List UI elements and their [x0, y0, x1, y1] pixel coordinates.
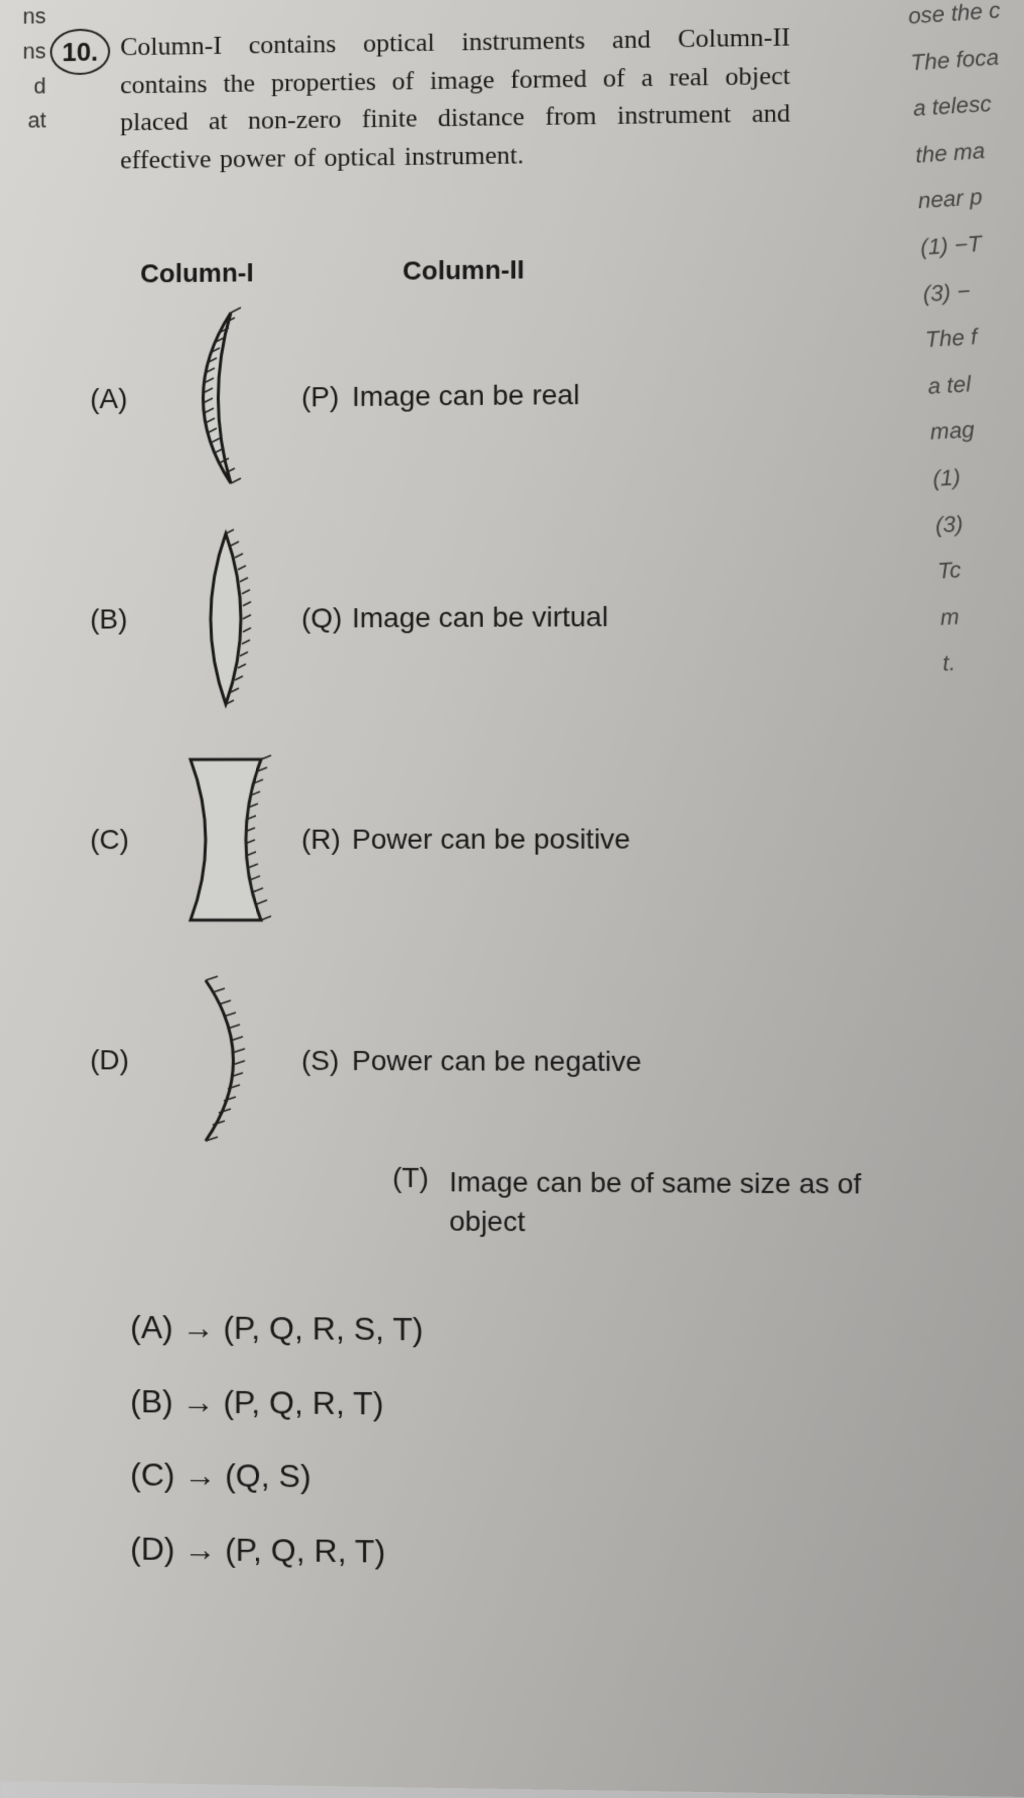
textbook-page: ns ns d at 10. Column-I contains optical…: [0, 0, 1024, 1797]
row-b: (B): [90, 515, 821, 720]
facing-page-fragments: ose the c The foca a telesc the ma near …: [896, 0, 1024, 802]
match-rows: (A): [90, 292, 821, 1185]
frag: a tel: [916, 357, 1024, 407]
frag: Tc: [926, 542, 1024, 592]
frag: (1) −T: [909, 218, 1024, 269]
frag: the ma: [904, 125, 1024, 176]
answer-c: (C) → (Q, S): [130, 1438, 423, 1515]
row-c-label: (C): [90, 824, 150, 856]
row-t: (T) Image can be of same size as of obje…: [392, 1162, 903, 1244]
margin-frag: d: [0, 69, 50, 105]
column-1-header: Column-I: [140, 256, 402, 290]
answer-options: (A) → (P, Q, R, S, T) (B) → (P, Q, R, T)…: [130, 1291, 423, 1590]
row-b-prop-label: (Q): [301, 602, 352, 634]
mirror-convex-icon: [170, 965, 281, 1156]
frag: (3): [924, 496, 1024, 546]
frag: t.: [931, 635, 1024, 684]
row-d: (D): [90, 960, 821, 1164]
frag: ose the c: [897, 0, 1024, 37]
frag: mag: [919, 403, 1024, 453]
answer-d: (D) → (P, Q, R, T): [130, 1512, 423, 1589]
column-headers: Column-I Column-II: [140, 252, 769, 290]
frag: a telesc: [902, 79, 1024, 130]
margin-frag: ns: [0, 0, 50, 35]
lens-biconvex-icon: [175, 523, 276, 714]
row-a-label: (A): [90, 383, 150, 416]
row-b-label: (B): [90, 603, 150, 635]
left-margin-fragments: ns ns d at: [0, 0, 50, 1782]
frag: m: [929, 589, 1024, 639]
row-c-prop-label: (R): [301, 824, 352, 856]
row-t-text: Image can be of same size as of object: [449, 1162, 903, 1244]
row-c-prop-text: Power can be positive: [352, 823, 821, 856]
column-2-header: Column-II: [403, 254, 525, 287]
question-number-circle: 10.: [50, 28, 110, 75]
row-d-label: (D): [90, 1044, 150, 1076]
lens-concave-meniscus-icon: [170, 302, 281, 494]
frag: The f: [914, 310, 1024, 360]
frag: The foca: [899, 32, 1024, 83]
lens-biconcave-icon: [165, 744, 286, 935]
row-a-prop-text: Image can be real: [352, 377, 821, 413]
answer-b: (B) → (P, Q, R, T): [130, 1365, 423, 1442]
row-t-label: (T): [392, 1162, 449, 1241]
question-text: Column-I contains optical instruments an…: [120, 18, 790, 179]
answer-a: (A) → (P, Q, R, S, T): [130, 1291, 423, 1367]
frag: (3) −: [912, 264, 1024, 314]
row-d-prop-label: (S): [301, 1045, 352, 1077]
row-b-prop-text: Image can be virtual: [352, 600, 821, 635]
row-a: (A): [90, 292, 821, 500]
frag: near p: [907, 171, 1024, 222]
row-d-prop-text: Power can be negative: [352, 1045, 821, 1079]
question-number: 10.: [62, 36, 98, 68]
margin-frag: ns: [0, 34, 50, 70]
row-c: (C): [90, 738, 821, 941]
row-a-prop-label: (P): [301, 381, 352, 414]
margin-frag: at: [0, 104, 50, 139]
frag: (1): [921, 449, 1024, 499]
